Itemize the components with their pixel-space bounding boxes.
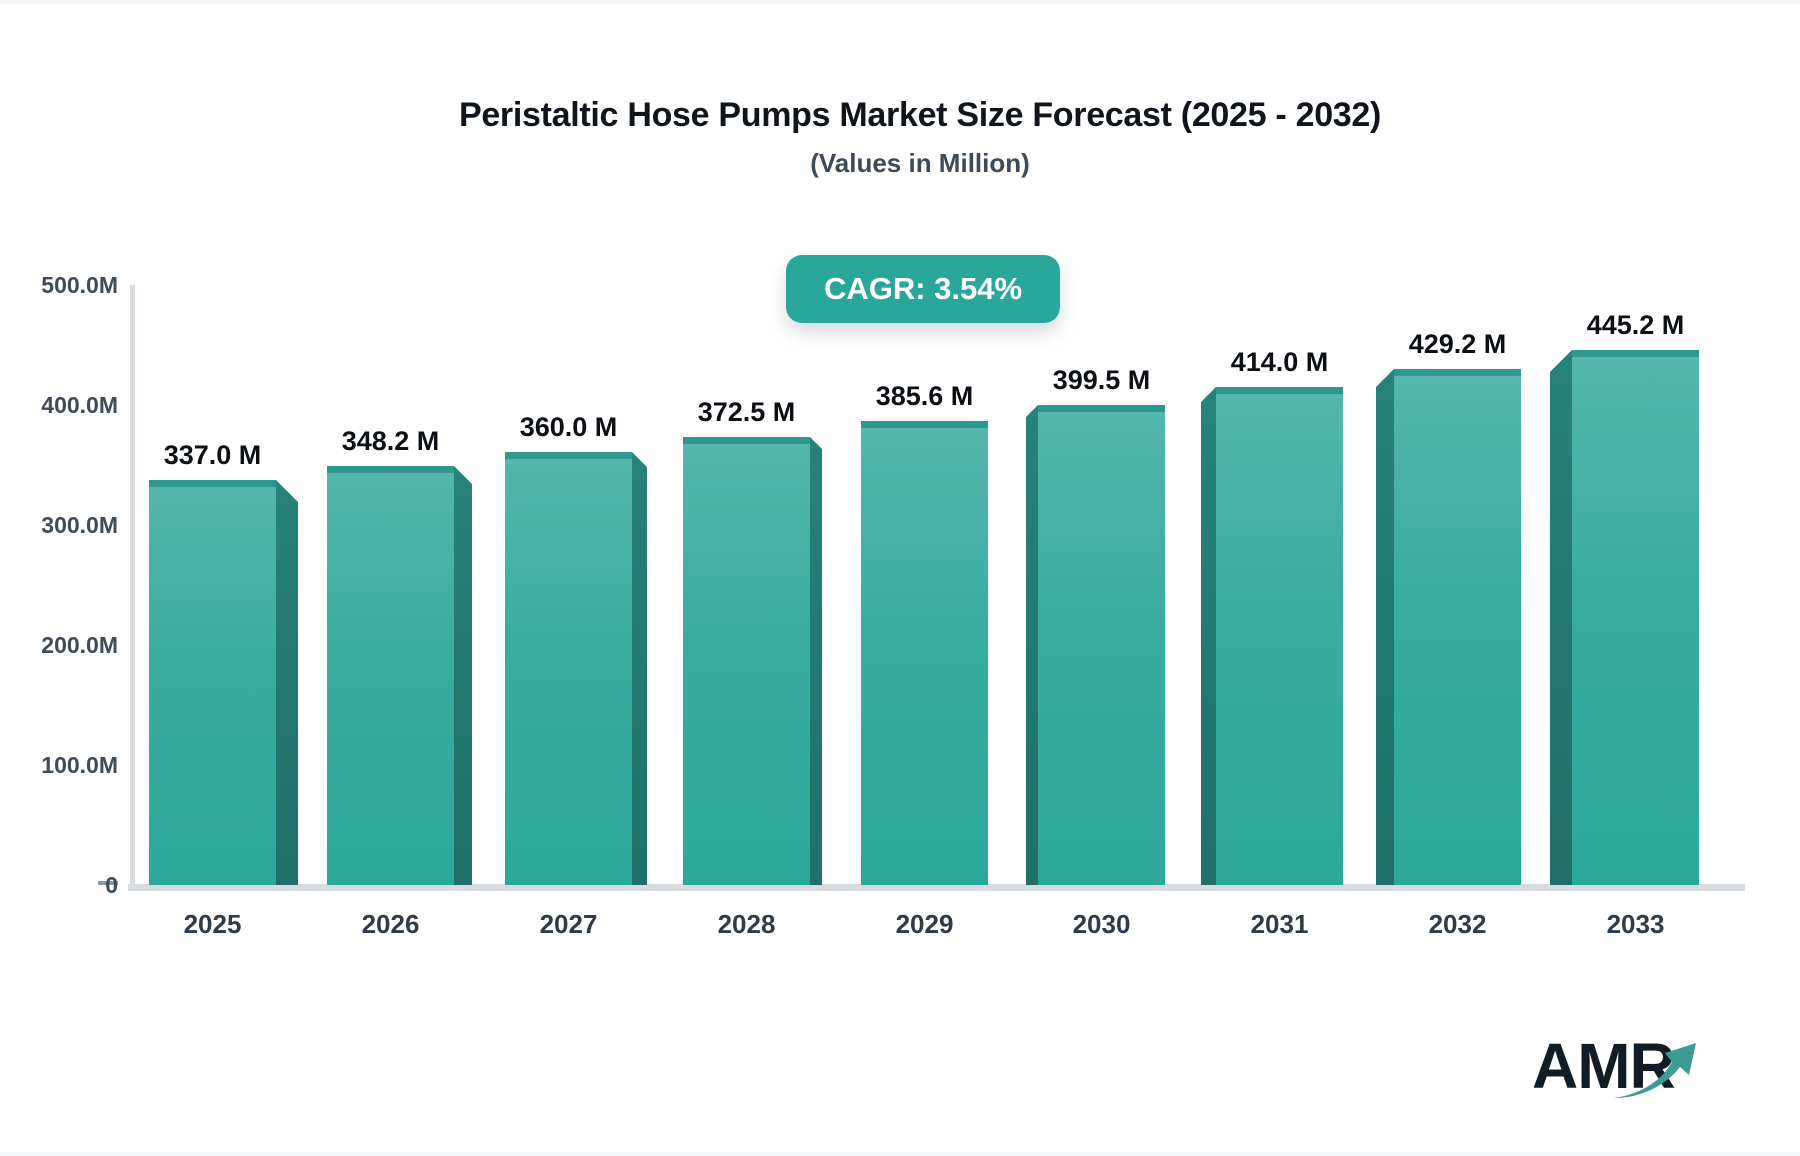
bar-value-label: 414.0 M — [1230, 347, 1329, 377]
y-tick-label: 400.0M — [41, 392, 118, 418]
bar-value-label: 337.0 M — [163, 440, 262, 470]
bar-side-2031 — [1201, 387, 1216, 885]
bar-value-label: 348.2 M — [341, 426, 440, 456]
chart-subtitle: (Values in Million) — [810, 148, 1030, 178]
y-axis-line — [130, 285, 135, 885]
x-axis-label: 2032 — [1428, 909, 1487, 939]
bar-side-2032 — [1376, 369, 1394, 885]
zero-tick-mark — [98, 881, 118, 885]
bar-2032 — [1394, 369, 1521, 885]
trend-up-arrow-icon — [1614, 1043, 1696, 1098]
amr-logo: AMR — [1532, 1034, 1732, 1114]
y-tick-label: 200.0M — [41, 632, 118, 658]
bar-value-label: 445.2 M — [1586, 310, 1685, 340]
chart-title: Peristaltic Hose Pumps Market Size Forec… — [458, 96, 1382, 134]
bar-2029 — [861, 421, 988, 885]
y-tick-label: 0 — [105, 872, 118, 898]
x-axis-label: 2026 — [361, 909, 420, 939]
bar-2033 — [1572, 350, 1699, 885]
bar-2025 — [149, 480, 276, 885]
bar-value-label: 399.5 M — [1052, 365, 1151, 395]
x-axis-label: 2029 — [895, 909, 954, 939]
y-tick-label: 100.0M — [41, 752, 118, 778]
bar-side-2025 — [276, 480, 298, 885]
x-axis-label: 2031 — [1250, 909, 1309, 939]
bar-side-2033 — [1550, 350, 1572, 885]
x-axis-label: 2028 — [717, 909, 776, 939]
top-edge-strip — [0, 0, 1800, 4]
bottom-edge-strip — [0, 1152, 1800, 1156]
bar-2027 — [505, 452, 632, 885]
bar-side-2030 — [1026, 405, 1038, 885]
x-axis-label: 2027 — [539, 909, 598, 939]
x-axis-label: 2033 — [1606, 909, 1665, 939]
bar-value-label: 372.5 M — [697, 397, 796, 427]
cagr-badge: CAGR: 3.54% — [786, 255, 1060, 323]
bar-2030 — [1038, 405, 1165, 885]
bar-side-2027 — [632, 452, 647, 885]
x-axis-label: 2030 — [1072, 909, 1131, 939]
bar-2028 — [683, 437, 810, 885]
x-axis-baseline — [128, 884, 1745, 891]
bar-side-2026 — [454, 466, 472, 885]
bar-side-2028 — [810, 437, 822, 885]
x-axis-label: 2025 — [183, 909, 242, 939]
bar-2031 — [1216, 387, 1343, 885]
y-tick-label: 500.0M — [41, 272, 118, 298]
bar-2026 — [327, 466, 454, 885]
y-tick-label: 300.0M — [41, 512, 118, 538]
bar-value-label: 385.6 M — [875, 381, 974, 411]
bar-value-label: 360.0 M — [519, 412, 618, 442]
bar-value-label: 429.2 M — [1408, 329, 1507, 359]
